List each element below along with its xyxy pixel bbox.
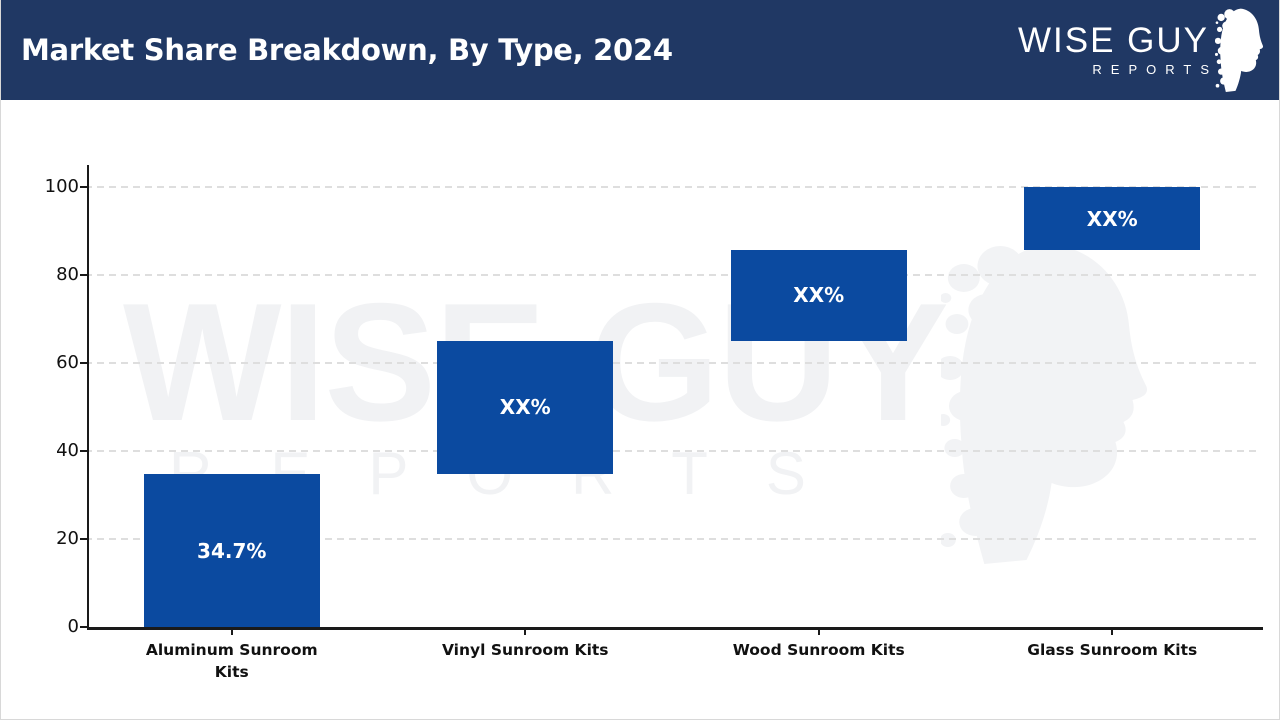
bar: 34.7% <box>143 474 320 627</box>
dot-head-profile-icon <box>1215 8 1264 92</box>
bar-value-label: XX% <box>499 395 551 420</box>
bar: XX% <box>1024 187 1201 251</box>
bar-value-label: XX% <box>1086 206 1138 231</box>
y-axis-tick <box>80 186 87 188</box>
x-axis-tick <box>1111 627 1114 635</box>
x-axis-category-label: Aluminum Sunroom Kits <box>145 641 318 681</box>
watermark-dot-head-icon <box>941 244 1148 564</box>
brand-logo-text: WISE GUY REPORTS <box>1017 20 1209 78</box>
y-axis-tick-label: 80 <box>56 264 79 285</box>
y-axis-tick <box>80 626 87 628</box>
y-axis-tick-label: 40 <box>56 440 79 461</box>
brand-logo: WISE GUY REPORTS <box>1018 0 1269 100</box>
y-axis-tick-label: 100 <box>44 176 79 197</box>
gridline <box>85 362 1259 364</box>
x-axis-category-label: Wood Sunroom Kits <box>732 641 905 659</box>
bar-value-label: 34.7% <box>197 538 267 563</box>
y-axis-tick <box>80 274 87 276</box>
bar: XX% <box>437 340 614 475</box>
bar-value-label: XX% <box>793 283 845 308</box>
x-axis-tick <box>230 627 233 635</box>
bar: XX% <box>730 250 907 341</box>
y-axis-tick <box>80 450 87 452</box>
page-title: Market Share Breakdown, By Type, 2024 <box>21 33 673 67</box>
x-axis-category-label: Glass Sunroom Kits <box>1027 641 1198 659</box>
header: Market Share Breakdown, By Type, 2024 WI… <box>1 0 1279 100</box>
brand-name: WISE GUY <box>1017 20 1209 60</box>
x-axis-tick <box>524 627 527 635</box>
x-axis-tick <box>817 627 820 635</box>
y-axis-tick-label: 20 <box>56 528 79 549</box>
y-axis-tick-label: 0 <box>67 616 79 637</box>
gridline <box>85 538 1259 540</box>
gridline <box>85 274 1259 276</box>
y-axis-line <box>87 165 89 627</box>
gridline <box>85 186 1259 188</box>
y-axis-tick-label: 60 <box>56 352 79 373</box>
x-axis-category-label: Vinyl Sunroom Kits <box>441 641 609 659</box>
gridline <box>85 450 1259 452</box>
y-axis-tick <box>80 362 87 364</box>
x-axis-line <box>87 627 1263 630</box>
brand-subname: REPORTS <box>1092 61 1218 77</box>
y-axis-tick <box>80 538 87 540</box>
